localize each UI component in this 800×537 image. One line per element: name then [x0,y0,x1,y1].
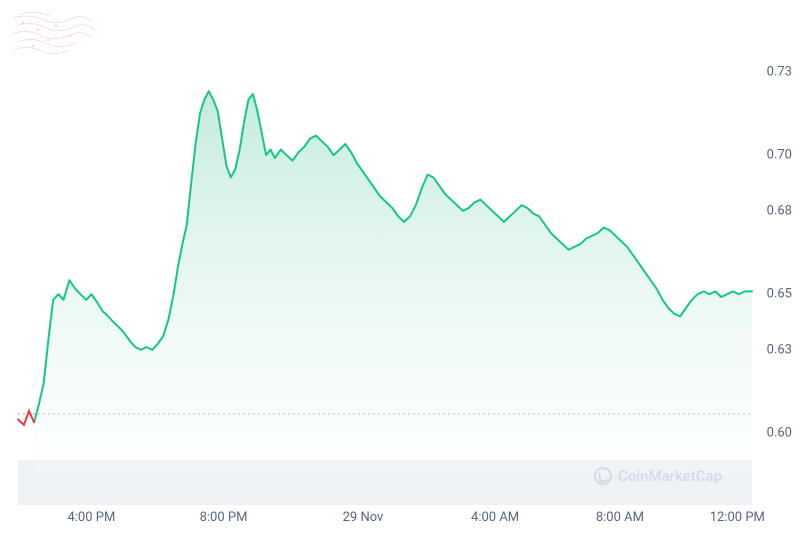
x-axis-label: 29 Nov [343,510,384,525]
chart-svg [0,0,800,533]
y-axis-label: 0.65 [767,287,792,302]
watermark-text: CoinMarketCap [618,467,722,485]
x-axis-label: 8:00 PM [200,510,248,525]
y-axis-label: 0.63 [767,342,792,357]
price-chart[interactable] [0,0,800,533]
y-axis-label: 0.70 [767,148,792,163]
watermark: CoinMarketCap [594,467,722,485]
coinmarketcap-icon [594,467,612,485]
x-axis-label: 4:00 AM [471,510,519,525]
x-axis-label: 8:00 AM [596,510,644,525]
decoration-scribble [8,8,98,58]
y-axis-label: 0.60 [767,426,792,441]
y-axis-label: 0.68 [767,203,792,218]
x-axis-label: 12:00 PM [710,510,765,525]
x-axis-label: 4:00 PM [67,510,115,525]
y-axis-label: 0.73 [767,64,792,79]
